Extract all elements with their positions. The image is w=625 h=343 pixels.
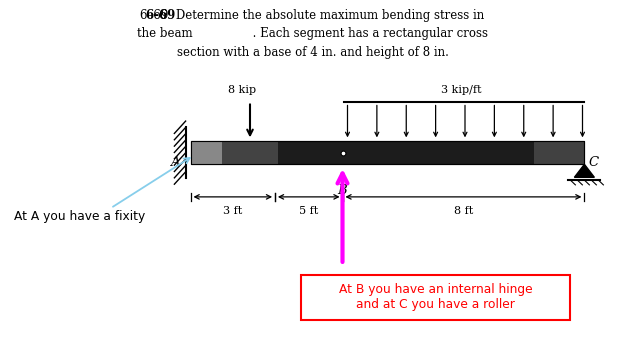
Text: 3 ft: 3 ft (223, 206, 243, 216)
Bar (301, 275, 570, 320)
Text: 3 kip/ft: 3 kip/ft (441, 85, 481, 95)
Text: At B you have an internal hinge
and at C you have a roller: At B you have an internal hinge and at C… (339, 283, 532, 311)
Bar (191, 141, 222, 164)
Text: At A you have a fixity: At A you have a fixity (14, 210, 145, 223)
Text: the beam                . Each segment has a rectangular cross: the beam . Each segment has a rectangula… (137, 27, 488, 40)
Polygon shape (574, 164, 594, 177)
Text: 5 ft: 5 ft (299, 206, 318, 216)
Bar (222, 141, 278, 164)
Text: 6–69  Determine the absolute maximum bending stress in: 6–69 Determine the absolute maximum bend… (141, 9, 484, 22)
Text: 8 ft: 8 ft (454, 206, 473, 216)
Bar (534, 141, 584, 164)
Text: C: C (589, 156, 599, 169)
Text: section with a base of 4 in. and height of 8 in.: section with a base of 4 in. and height … (177, 46, 449, 59)
Bar (191, 141, 584, 164)
Text: B: B (338, 184, 348, 197)
Text: 8 kip: 8 kip (229, 85, 257, 95)
Bar (191, 141, 584, 164)
Text: 6–69: 6–69 (145, 9, 175, 22)
Text: A: A (171, 156, 180, 169)
